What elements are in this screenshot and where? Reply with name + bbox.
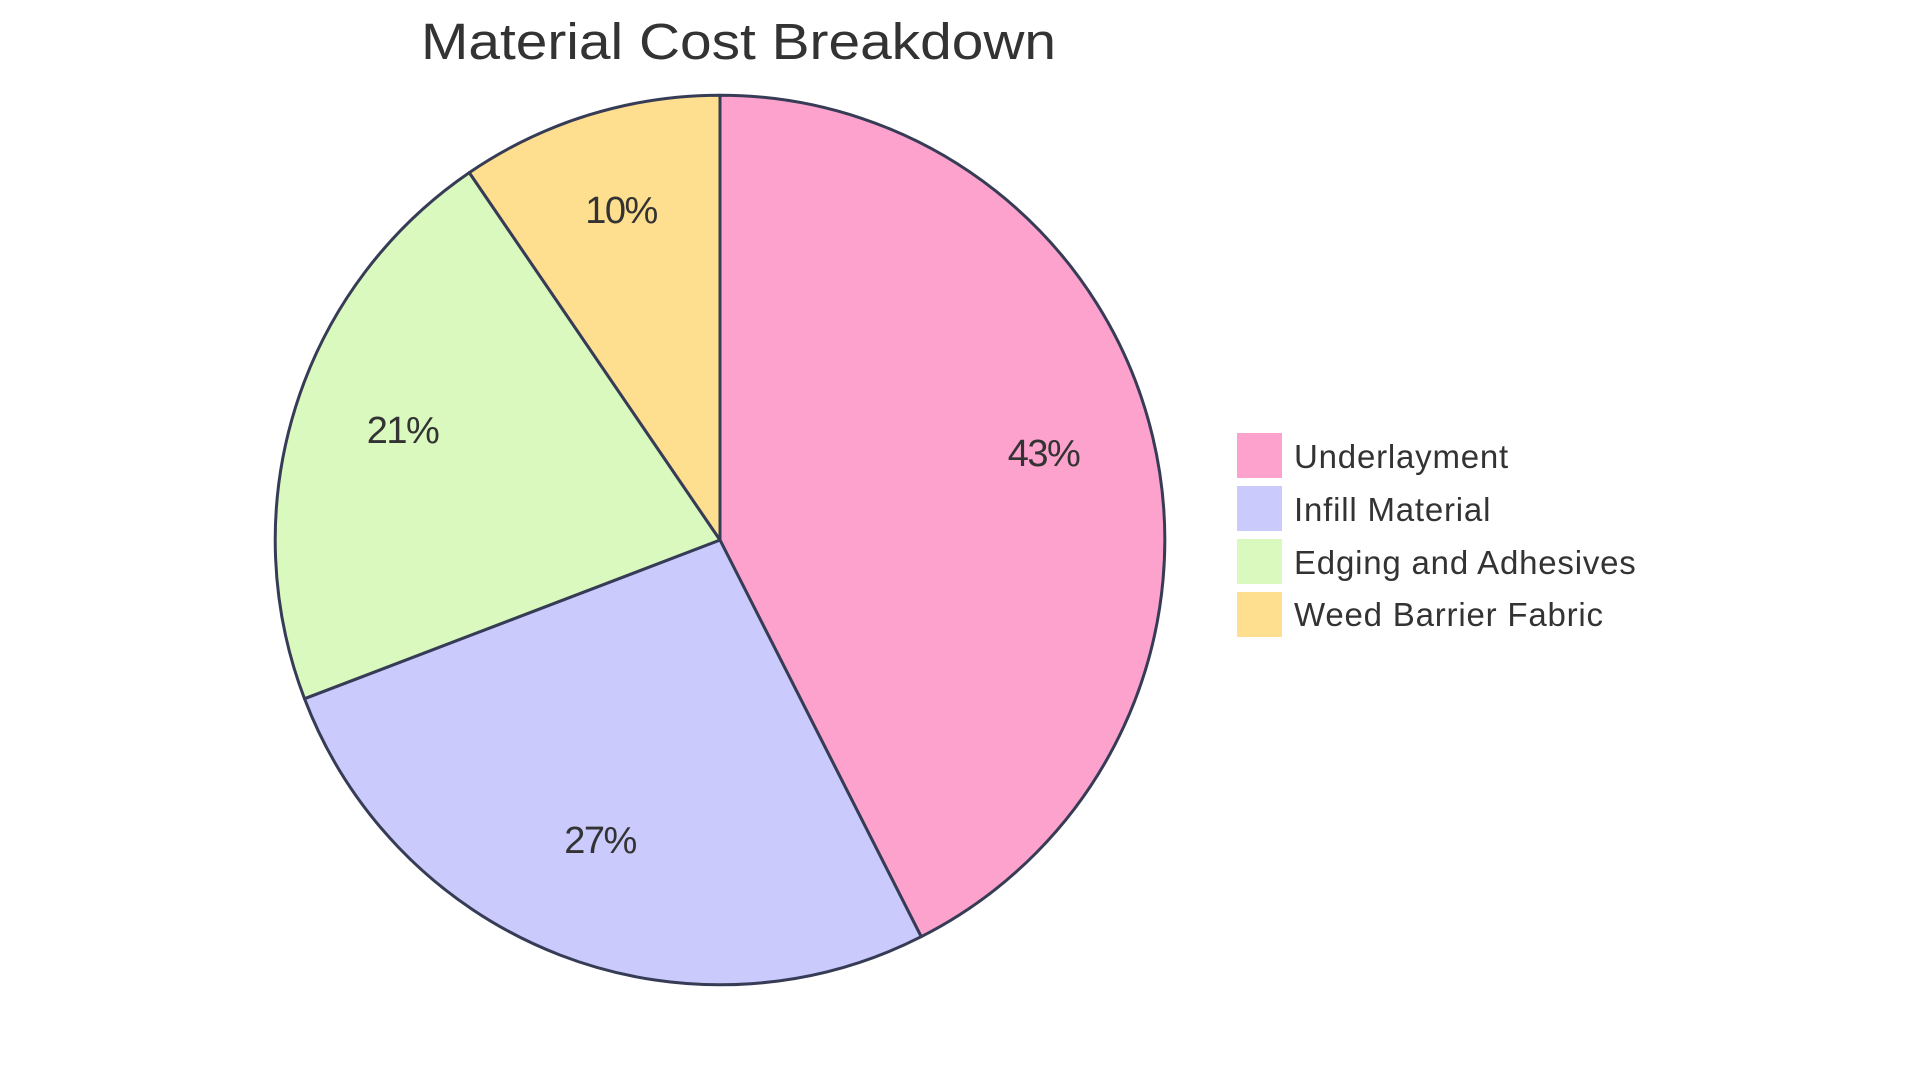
svg-text:Infill Material: Infill Material: [1294, 491, 1491, 528]
svg-text:10%: 10%: [585, 190, 657, 232]
svg-text:27%: 27%: [564, 820, 636, 862]
svg-text:21%: 21%: [367, 410, 439, 452]
svg-text:Underlayment: Underlayment: [1294, 438, 1509, 475]
svg-text:43%: 43%: [1008, 433, 1080, 475]
svg-text:Edging and Adhesives: Edging and Adhesives: [1294, 544, 1637, 581]
svg-text:Material Cost Breakdown: Material Cost Breakdown: [421, 13, 1056, 70]
svg-text:Weed Barrier Fabric: Weed Barrier Fabric: [1294, 596, 1604, 633]
